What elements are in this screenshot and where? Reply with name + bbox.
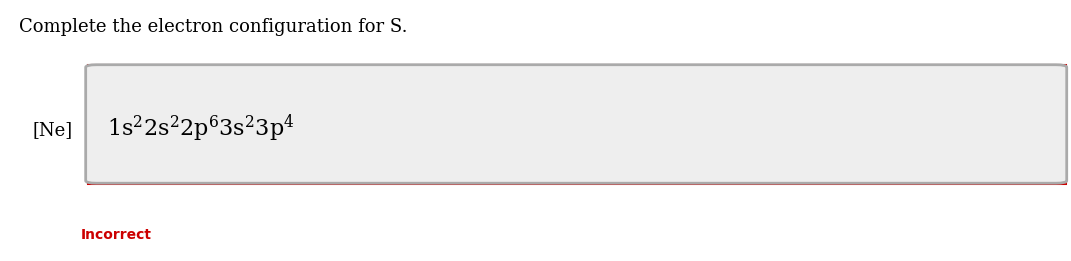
Text: [Ne]: [Ne] — [33, 122, 73, 139]
Text: $\mathregular{1s^22s^22p^63s^23p^4}$: $\mathregular{1s^22s^22p^63s^23p^4}$ — [107, 112, 295, 144]
FancyBboxPatch shape — [88, 65, 1065, 183]
Text: Complete the electron configuration for S.: Complete the electron configuration for … — [19, 18, 408, 36]
FancyBboxPatch shape — [86, 65, 1067, 183]
Text: Incorrect: Incorrect — [80, 228, 151, 242]
